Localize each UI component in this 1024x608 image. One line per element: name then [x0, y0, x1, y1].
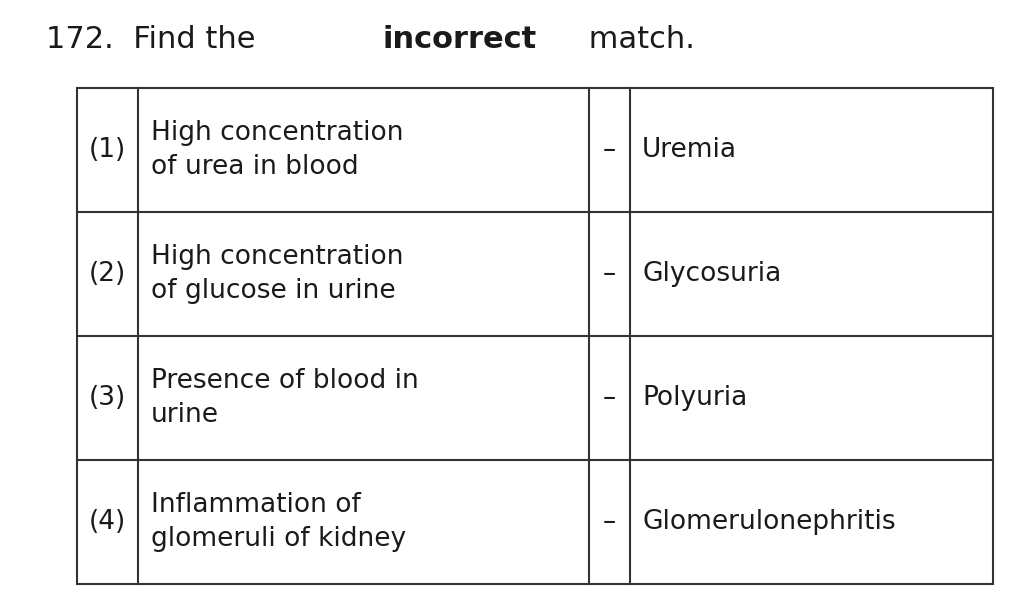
Text: Glycosuria: Glycosuria — [642, 261, 781, 287]
Text: Presence of blood in
urine: Presence of blood in urine — [151, 368, 418, 428]
Text: Uremia: Uremia — [642, 137, 737, 163]
Text: incorrect: incorrect — [383, 25, 538, 54]
Text: (1): (1) — [89, 137, 126, 163]
Text: (2): (2) — [89, 261, 126, 287]
Text: High concentration
of glucose in urine: High concentration of glucose in urine — [151, 244, 403, 304]
Text: –: – — [603, 509, 615, 535]
Text: 172.  Find the: 172. Find the — [46, 25, 265, 54]
Text: –: – — [603, 261, 615, 287]
Text: Inflammation of
glomeruli of kidney: Inflammation of glomeruli of kidney — [151, 492, 406, 551]
Text: (4): (4) — [89, 509, 126, 535]
Text: match.: match. — [579, 25, 695, 54]
Text: Glomerulonephritis: Glomerulonephritis — [642, 509, 896, 535]
Text: High concentration
of urea in blood: High concentration of urea in blood — [151, 120, 403, 180]
Bar — [77, 88, 993, 584]
Text: –: – — [603, 385, 615, 411]
Text: –: – — [603, 137, 615, 163]
Text: Polyuria: Polyuria — [642, 385, 748, 411]
Text: (3): (3) — [89, 385, 126, 411]
